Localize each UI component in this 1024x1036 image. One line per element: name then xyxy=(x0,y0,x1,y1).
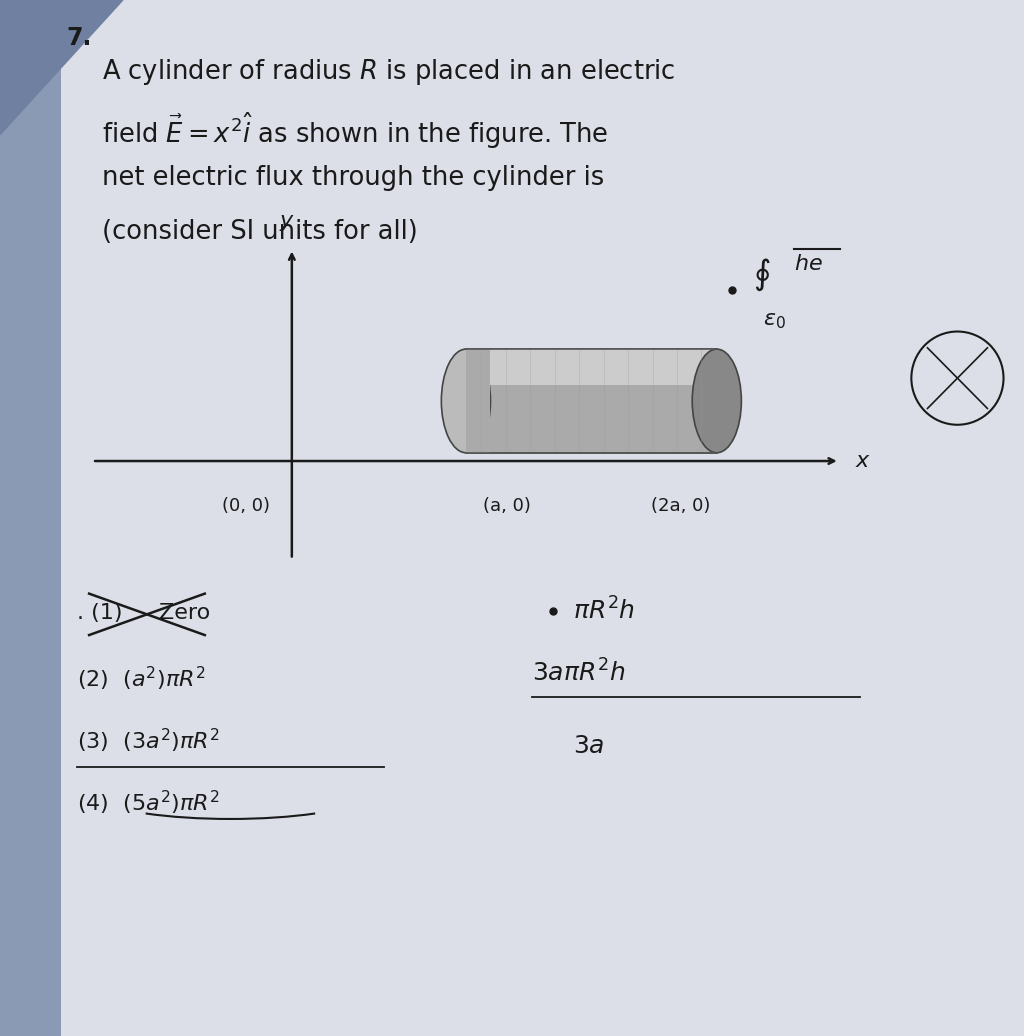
Text: $3a\pi R^2 h$: $3a\pi R^2 h$ xyxy=(532,660,626,687)
Text: . (1): . (1) xyxy=(77,603,122,624)
Polygon shape xyxy=(0,0,123,135)
Text: (4)  $(5a^2)\pi R^2$: (4) $(5a^2)\pi R^2$ xyxy=(77,788,220,817)
Text: $\pi R^2 h$: $\pi R^2 h$ xyxy=(573,598,636,625)
Text: net electric flux through the cylinder is: net electric flux through the cylinder i… xyxy=(102,165,604,191)
Text: 7.: 7. xyxy=(67,26,92,50)
Text: (a, 0): (a, 0) xyxy=(483,497,530,515)
Text: A cylinder of radius $R$ is placed in an electric: A cylinder of radius $R$ is placed in an… xyxy=(102,57,676,87)
Text: $y$: $y$ xyxy=(279,213,295,233)
Text: Zero: Zero xyxy=(159,603,210,624)
Ellipse shape xyxy=(692,349,741,453)
Bar xyxy=(466,349,490,453)
Text: $he$: $he$ xyxy=(794,254,822,275)
Text: (2a, 0): (2a, 0) xyxy=(651,497,711,515)
FancyBboxPatch shape xyxy=(0,0,61,1036)
Text: $3a$: $3a$ xyxy=(573,733,605,758)
Text: (0, 0): (0, 0) xyxy=(222,497,269,515)
Bar xyxy=(466,349,717,385)
Text: (2)  $(a^2)\pi R^2$: (2) $(a^2)\pi R^2$ xyxy=(77,664,206,693)
Text: field $\vec{E} = x^2\hat{i}$ as shown in the figure. The: field $\vec{E} = x^2\hat{i}$ as shown in… xyxy=(102,111,609,151)
Bar xyxy=(466,349,717,453)
Ellipse shape xyxy=(441,349,490,453)
Text: $\varepsilon_0$: $\varepsilon_0$ xyxy=(763,311,785,330)
Text: (consider SI units for all): (consider SI units for all) xyxy=(102,219,418,244)
Text: $x$: $x$ xyxy=(855,451,871,471)
Text: (3)  $(3a^2)\pi R^2$: (3) $(3a^2)\pi R^2$ xyxy=(77,726,220,755)
Text: $\oint$: $\oint$ xyxy=(753,256,770,293)
